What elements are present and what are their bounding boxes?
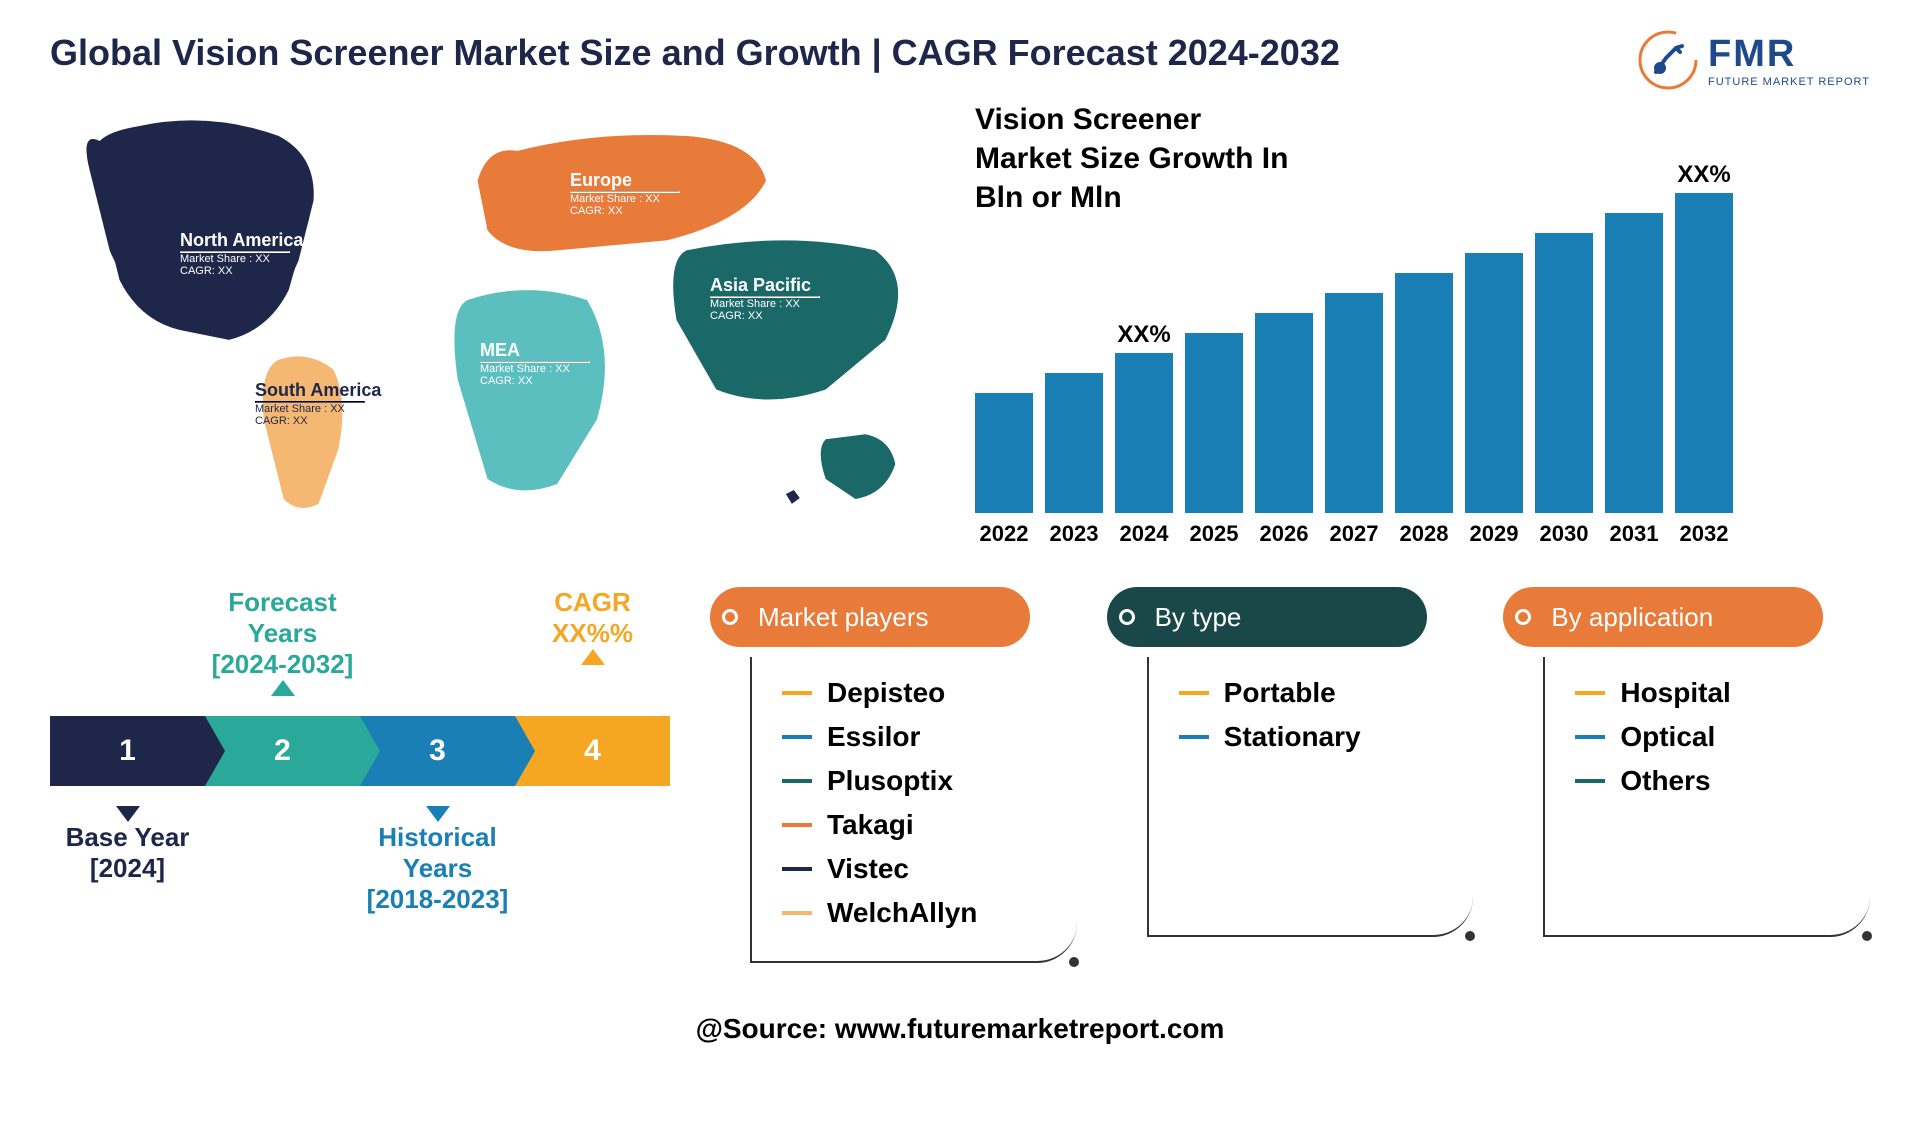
timeline-seg-2: 2 bbox=[205, 716, 360, 786]
list-item: Vistec bbox=[782, 853, 1077, 885]
list-item: Essilor bbox=[782, 721, 1077, 753]
region-na-cagr: CAGR: XX bbox=[180, 265, 303, 277]
bar-2027: 2027 bbox=[1325, 293, 1383, 547]
bar-2030: 2030 bbox=[1535, 233, 1593, 547]
region-eu-share: Market Share : XX bbox=[570, 193, 680, 205]
timeline: Forecast Years [2024-2032]CAGR XX%% 1234… bbox=[50, 587, 670, 963]
pill-by-type: By typePortableStationary bbox=[1107, 587, 1474, 963]
list-item: WelchAllyn bbox=[782, 897, 1077, 929]
bar-2029: 2029 bbox=[1465, 253, 1523, 547]
region-na-share: Market Share : XX bbox=[180, 253, 303, 265]
region-ap-cagr: CAGR: XX bbox=[710, 310, 820, 322]
pill-market-players: Market playersDepisteoEssilorPlusoptixTa… bbox=[710, 587, 1077, 963]
page-title: Global Vision Screener Market Size and G… bbox=[50, 30, 1340, 77]
bar-2028: 2028 bbox=[1395, 273, 1453, 547]
list-item: Stationary bbox=[1179, 721, 1474, 753]
list-item: Takagi bbox=[782, 809, 1077, 841]
region-mea-share: Market Share : XX bbox=[480, 363, 590, 375]
bar-chart: Vision Screener Market Size Growth In Bl… bbox=[975, 100, 1870, 547]
region-ap-name: Asia Pacific bbox=[710, 275, 820, 296]
bar-2032: XX%2032 bbox=[1675, 161, 1733, 547]
pill-by-application: By applicationHospitalOpticalOthers bbox=[1503, 587, 1870, 963]
list-item: Portable bbox=[1179, 677, 1474, 709]
bar-2031: 2031 bbox=[1605, 213, 1663, 547]
list-item: Optical bbox=[1575, 721, 1870, 753]
list-item: Depisteo bbox=[782, 677, 1077, 709]
logo: FMR FUTURE MARKET REPORT bbox=[1638, 30, 1870, 90]
source-text: @Source: www.futuremarketreport.com bbox=[50, 1013, 1870, 1045]
chart-title: Vision Screener Market Size Growth In Bl… bbox=[975, 100, 1375, 217]
region-mea-cagr: CAGR: XX bbox=[480, 375, 590, 387]
region-sa-share: Market Share : XX bbox=[255, 403, 381, 415]
timeline-seg-4: 4 bbox=[515, 716, 670, 786]
logo-tagline: FUTURE MARKET REPORT bbox=[1708, 76, 1870, 88]
region-eu-name: Europe bbox=[570, 170, 680, 191]
timeline-seg-1: 1 bbox=[50, 716, 205, 786]
bar-2022: 2022 bbox=[975, 393, 1033, 547]
list-item: Others bbox=[1575, 765, 1870, 797]
region-ap-share: Market Share : XX bbox=[710, 298, 820, 310]
logo-icon bbox=[1638, 30, 1698, 90]
region-sa-name: South America bbox=[255, 380, 381, 401]
timeline-seg-3: 3 bbox=[360, 716, 515, 786]
region-eu-cagr: CAGR: XX bbox=[570, 205, 680, 217]
region-sa-cagr: CAGR: XX bbox=[255, 415, 381, 427]
bar-2023: 2023 bbox=[1045, 373, 1103, 547]
region-na-name: North America bbox=[180, 230, 303, 251]
list-item: Hospital bbox=[1575, 677, 1870, 709]
region-mea-name: MEA bbox=[480, 340, 590, 361]
world-map: North America Market Share : XX CAGR: XX… bbox=[50, 100, 945, 520]
bar-2026: 2026 bbox=[1255, 313, 1313, 547]
bar-2025: 2025 bbox=[1185, 333, 1243, 547]
logo-brand: FMR bbox=[1708, 33, 1870, 76]
list-item: Plusoptix bbox=[782, 765, 1077, 797]
bar-2024: XX%2024 bbox=[1115, 321, 1173, 547]
